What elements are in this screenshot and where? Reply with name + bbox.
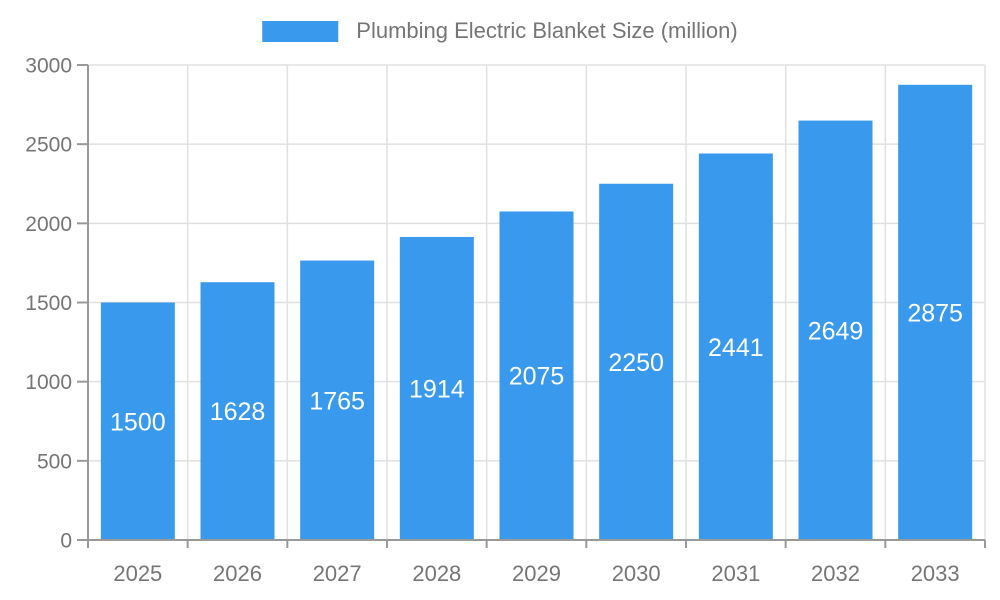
x-tick-label: 2028	[412, 561, 461, 586]
x-tick-label: 2031	[711, 561, 760, 586]
bar-value-label: 1628	[210, 398, 266, 426]
y-tick-label: 0	[60, 530, 72, 553]
bar	[898, 84, 973, 541]
y-tick-label: 1000	[25, 371, 72, 394]
x-tick-label: 2032	[811, 561, 860, 586]
x-tick-label: 2026	[213, 561, 262, 586]
y-tick-label: 2500	[25, 134, 72, 157]
x-tick-label: 2029	[512, 561, 561, 586]
y-tick-label: 3000	[25, 55, 72, 78]
bar-value-label: 2875	[907, 299, 963, 327]
bar-value-label: 2075	[509, 363, 565, 391]
bar-value-label: 2250	[608, 349, 664, 377]
y-tick-label: 2000	[25, 213, 72, 236]
legend-swatch	[262, 20, 339, 42]
bar	[499, 211, 574, 541]
y-tick-label: 500	[37, 450, 72, 473]
bar	[300, 260, 375, 540]
bar	[100, 302, 175, 540]
bar-value-label: 1914	[409, 375, 465, 403]
bar	[698, 153, 773, 540]
bar-value-label: 2441	[708, 334, 764, 362]
chart-legend[interactable]: Plumbing Electric Blanket Size (million)	[262, 18, 738, 44]
bar	[599, 183, 674, 540]
bar-value-label: 1500	[110, 408, 166, 436]
bar	[200, 282, 275, 540]
bar-value-label: 2649	[808, 317, 864, 345]
x-tick-label: 2033	[911, 561, 960, 586]
bar	[798, 120, 873, 540]
y-tick-label: 1500	[25, 292, 72, 315]
legend-series-label: Plumbing Electric Blanket Size (million)	[356, 18, 738, 43]
bar-value-label: 1765	[309, 387, 365, 415]
bar	[399, 236, 474, 540]
x-tick-label: 2025	[113, 561, 162, 586]
x-tick-label: 2027	[313, 561, 362, 586]
x-tick-label: 2030	[612, 561, 661, 586]
